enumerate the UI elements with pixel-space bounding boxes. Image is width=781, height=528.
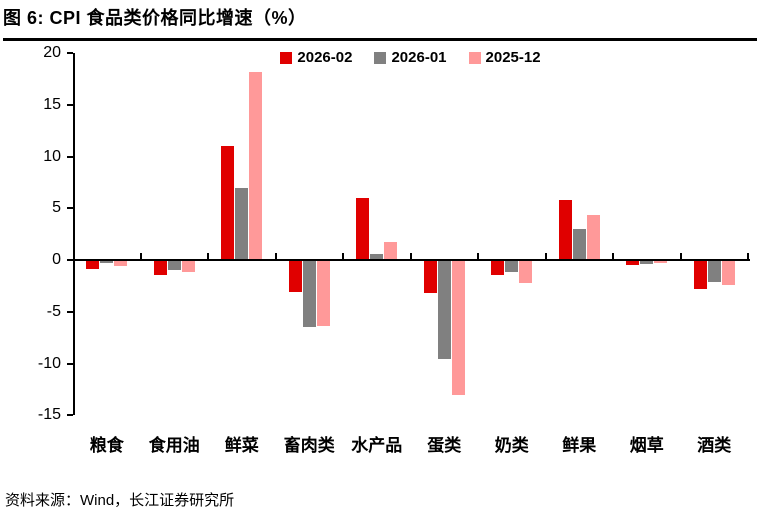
bar-2026-02-水产品: [356, 197, 370, 259]
y-axis-tick-label: -15: [37, 406, 61, 424]
y-axis-tick-label: -10: [37, 354, 61, 372]
y-axis-tick-label: 20: [43, 44, 61, 61]
bar-2026-01-食用油: [167, 261, 181, 271]
y-axis-tick-label: 15: [43, 95, 61, 113]
y-axis-tick: [67, 310, 73, 313]
x-axis-category-label: 酒类: [697, 436, 732, 456]
bar-2026-02-粮食: [86, 261, 100, 270]
y-axis-tick-label: 5: [52, 199, 61, 217]
bar-2026-02-畜肉类: [288, 261, 302, 293]
x-axis-category-label: 鲜果: [562, 436, 597, 456]
bar-2026-02-鲜果: [558, 199, 572, 259]
x-axis-tick: [612, 253, 614, 259]
bar-2026-01-蛋类: [437, 261, 451, 360]
y-axis-tick-label: 0: [52, 251, 61, 268]
y-axis-line: [73, 53, 75, 416]
x-axis-tick: [747, 253, 749, 259]
legend-label: 2026-02: [297, 49, 353, 66]
y-axis-tick-label: -5: [46, 302, 61, 320]
y-axis-tick: [67, 103, 73, 106]
legend-item-2026-02: 2026-02: [280, 50, 352, 65]
bar-2025-12-水产品: [384, 242, 398, 259]
bar-2026-01-鲜果: [572, 228, 586, 259]
chart-legend: 2026-02 2026-01 2025-12: [73, 50, 748, 65]
legend-swatch-icon: [374, 51, 387, 64]
bar-2025-12-粮食: [114, 261, 128, 267]
bar-2026-02-鲜菜: [221, 146, 235, 259]
y-axis-tick: [67, 259, 73, 261]
x-axis-category-label: 蛋类: [427, 436, 462, 456]
y-axis-tick: [67, 52, 73, 54]
figure-title: 图 6: CPI 食品类价格同比增速（%）: [3, 8, 307, 28]
x-axis-category-label: 烟草: [629, 436, 664, 456]
x-axis-tick: [207, 253, 209, 259]
bar-2026-02-食用油: [153, 261, 167, 276]
bar-2026-02-奶类: [491, 261, 505, 276]
y-axis-tick: [67, 362, 73, 365]
bar-chart: 20 15 10 5 0 -5 -10 -15 粮食 食用油 鲜菜 畜肉类 水产品 蛋类 奶类 鲜果 烟草 酒类: [37, 44, 750, 456]
bar-2025-12-酒类: [721, 261, 735, 285]
bar-2025-12-蛋类: [451, 261, 465, 395]
legend-item-2025-12: 2025-12: [468, 49, 541, 66]
bar-2025-12-畜肉类: [316, 261, 330, 327]
y-axis-tick: [67, 155, 73, 158]
x-axis-tick: [342, 253, 344, 259]
x-axis-category-label: 奶类: [494, 436, 529, 456]
legend-label: 2025-12: [485, 49, 541, 66]
bar-2026-01-鲜菜: [235, 187, 249, 259]
bar-2025-12-烟草: [654, 261, 668, 264]
bar-2026-01-畜肉类: [302, 261, 316, 328]
y-axis-tick: [67, 207, 73, 210]
bar-2025-12-鲜菜: [249, 71, 263, 259]
legend-item-2026-01: 2026-01: [374, 49, 447, 66]
x-axis-category-label: 水产品: [351, 436, 403, 456]
legend-swatch-icon: [280, 51, 293, 64]
x-axis-category-label: 食用油: [148, 436, 200, 456]
x-axis-tick: [409, 253, 412, 259]
bar-2026-01-水产品: [370, 253, 384, 259]
bar-2026-01-粮食: [100, 261, 114, 264]
bar-2026-02-蛋类: [423, 261, 437, 294]
figure-header: 图 6: CPI 食品类价格同比增速（%）: [3, 4, 757, 41]
legend-label: 2026-01: [391, 49, 447, 66]
x-axis-line: [73, 259, 750, 261]
bar-2025-12-奶类: [519, 261, 533, 283]
bar-2026-01-酒类: [707, 261, 721, 282]
x-axis-category-label: 粮食: [89, 436, 124, 456]
x-axis-tick: [477, 253, 479, 259]
x-axis-category-label: 鲜菜: [224, 436, 259, 456]
source-note: 资料来源：Wind，长江证券研究所: [5, 492, 235, 509]
y-axis-tick-label: 10: [43, 147, 61, 165]
bar-2025-12-鲜果: [586, 215, 600, 259]
bar-2025-12-食用油: [181, 261, 195, 273]
x-axis-tick: [274, 253, 277, 259]
legend-swatch-icon: [468, 51, 481, 64]
bar-2026-01-奶类: [505, 261, 519, 273]
x-axis-category-label: 畜肉类: [283, 436, 335, 456]
bar-2026-02-酒类: [693, 261, 707, 289]
bar-2026-02-烟草: [626, 261, 640, 266]
x-axis-tick: [679, 253, 682, 259]
x-axis-tick: [139, 253, 142, 259]
bar-2026-01-烟草: [640, 261, 654, 265]
x-axis-tick: [544, 253, 547, 259]
y-axis-tick: [67, 414, 73, 417]
